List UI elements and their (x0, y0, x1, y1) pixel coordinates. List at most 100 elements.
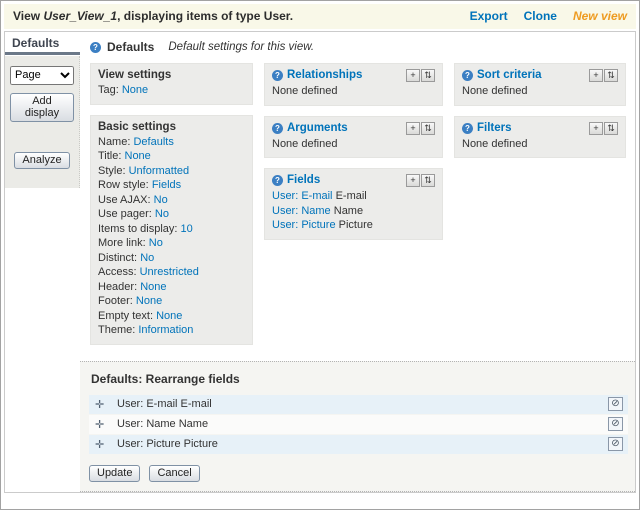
view-title: View User_View_1, displaying items of ty… (13, 9, 293, 23)
export-link[interactable]: Export (469, 9, 508, 23)
setting-row-use-ajax: Use AJAX: No (98, 193, 245, 208)
rearrange-row-label: User: Name Name (117, 418, 209, 430)
display-settings-main: ? Defaults Default settings for this vie… (80, 32, 635, 355)
form-buttons: Update Cancel (89, 464, 628, 482)
setting-value-link[interactable]: Unformatted (128, 164, 190, 177)
rearrange-icon[interactable]: ⇅ (604, 121, 618, 135)
field-link-name[interactable]: User: Name (272, 204, 331, 217)
new-view-link[interactable]: New view (572, 9, 627, 23)
section-title: Defaults (107, 40, 155, 54)
add-icon[interactable]: + (589, 121, 603, 135)
clone-link[interactable]: Clone (523, 9, 557, 23)
setting-value-link[interactable]: None (121, 84, 149, 96)
update-button[interactable]: Update (89, 464, 141, 482)
setting-value-link[interactable]: No (140, 251, 155, 264)
setting-value-link[interactable]: None (135, 295, 163, 307)
setting-value-link[interactable]: No (153, 193, 168, 206)
relationships-title-link[interactable]: Relationships (287, 69, 363, 81)
setting-row-row-style: Row style: Fields (98, 178, 245, 193)
setting-value-link[interactable]: Unrestricted (139, 266, 199, 278)
setting-value-link[interactable]: No (154, 208, 169, 220)
cancel-button[interactable]: Cancel (149, 464, 200, 482)
setting-row-distinct: Distinct: No (98, 251, 245, 266)
setting-row-title: Title: None (98, 149, 245, 164)
filters-title-link[interactable]: Filters (477, 121, 512, 134)
view-settings-box: View settings Tag: None (90, 63, 253, 105)
column-basic: View settings Tag: None Basic settings N… (90, 63, 253, 355)
rearrange-icon[interactable]: ⇅ (421, 174, 435, 187)
relationships-empty: None defined (272, 85, 338, 97)
sort-criteria-title-link[interactable]: Sort criteria (477, 69, 542, 81)
setting-row-tag: Tag: None (98, 83, 245, 98)
setting-label: More link: (98, 237, 146, 249)
view-name: User_View_1 (43, 9, 118, 23)
views-edit-container: Defaults Page Add display Analyze ? Defa… (4, 31, 636, 493)
field-item: User: Picture Picture (272, 218, 435, 233)
add-icon[interactable]: + (406, 174, 420, 187)
view-settings-title: View settings (98, 69, 172, 81)
field-link-picture[interactable]: User: Picture (272, 219, 336, 231)
add-icon[interactable]: + (406, 69, 420, 82)
fields-title-link[interactable]: Fields (287, 174, 321, 186)
field-link-email[interactable]: User: E-mail (272, 190, 333, 202)
help-icon[interactable]: ? (462, 70, 473, 81)
setting-value-link[interactable]: None (156, 309, 183, 322)
rearrange-row-picture: ✛ User: Picture Picture ⊘ (89, 434, 628, 454)
filters-box: ? Filters + ⇅ None defined (454, 115, 626, 158)
setting-value-link[interactable]: None (140, 280, 167, 293)
display-type-select[interactable]: Page (10, 65, 74, 85)
sort-criteria-box: ? Sort criteria + ⇅ None defined (454, 63, 626, 106)
setting-label: Style: (98, 164, 126, 177)
drag-handle-icon[interactable]: ✛ (95, 418, 105, 431)
help-icon[interactable]: ? (90, 41, 101, 53)
setting-value-link[interactable]: Fields (151, 179, 182, 191)
header-links: Export Clone New view (470, 9, 627, 23)
setting-label: Name: (98, 135, 131, 148)
rearrange-icon[interactable]: ⇅ (421, 121, 435, 135)
column-right: ? Sort criteria + ⇅ None defined ? Filte… (454, 63, 626, 168)
setting-value-link[interactable]: Defaults (133, 135, 174, 148)
setting-value-link[interactable]: 10 (180, 222, 193, 235)
section-header: ? Defaults Default settings for this vie… (90, 40, 627, 54)
display-controls-panel: Page Add display Analyze (5, 56, 80, 188)
column-middle: ? Relationships + ⇅ None defined ? Argum… (264, 63, 443, 250)
setting-row-style: Style: Unformatted (98, 164, 245, 179)
setting-value-link[interactable]: No (148, 237, 163, 249)
rearrange-row-label: User: E-mail E-mail (117, 398, 212, 410)
setting-value-link[interactable]: None (124, 150, 151, 162)
view-title-prefix: View (13, 9, 44, 23)
setting-row-use-pager: Use pager: No (98, 207, 245, 222)
setting-row-empty-text: Empty text: None (98, 309, 245, 324)
field-item: User: E-mail E-mail (272, 189, 435, 204)
basic-settings-box: Basic settings Name: Defaults Title: Non… (90, 114, 253, 345)
drag-handle-icon[interactable]: ✛ (95, 438, 105, 451)
relationships-box: ? Relationships + ⇅ None defined (264, 63, 443, 106)
rearrange-fields-form: Defaults: Rearrange fields ✛ User: E-mai… (80, 360, 635, 492)
rearrange-row-label: User: Picture Picture (117, 438, 218, 450)
remove-icon[interactable]: ⊘ (608, 437, 623, 451)
help-icon[interactable]: ? (462, 122, 473, 134)
panel-buttons: + ⇅ (589, 69, 618, 82)
help-icon[interactable]: ? (272, 122, 283, 134)
rearrange-icon[interactable]: ⇅ (604, 69, 618, 82)
remove-icon[interactable]: ⊘ (608, 397, 623, 411)
setting-row-more-link: More link: No (98, 236, 245, 251)
remove-icon[interactable]: ⊘ (608, 417, 623, 431)
sort-criteria-empty: None defined (462, 85, 528, 97)
setting-value-link[interactable]: Information (138, 324, 194, 336)
arguments-title-link[interactable]: Arguments (287, 121, 348, 134)
panel-buttons: + ⇅ (406, 174, 435, 187)
help-icon[interactable]: ? (272, 175, 283, 186)
add-icon[interactable]: + (589, 69, 603, 82)
drag-handle-icon[interactable]: ✛ (95, 398, 105, 411)
help-icon[interactable]: ? (272, 70, 283, 81)
setting-row-name: Name: Defaults (98, 135, 245, 150)
add-icon[interactable]: + (406, 121, 420, 135)
tab-defaults[interactable]: Defaults (5, 32, 80, 55)
fields-box: ? Fields + ⇅ User: E-mail E-mail User: N… (264, 168, 443, 240)
setting-label: Header: (98, 280, 138, 293)
rearrange-icon[interactable]: ⇅ (421, 69, 435, 82)
field-label: Picture (338, 219, 373, 231)
add-display-button[interactable]: Add display (10, 92, 74, 122)
analyze-button[interactable]: Analyze (14, 151, 70, 169)
